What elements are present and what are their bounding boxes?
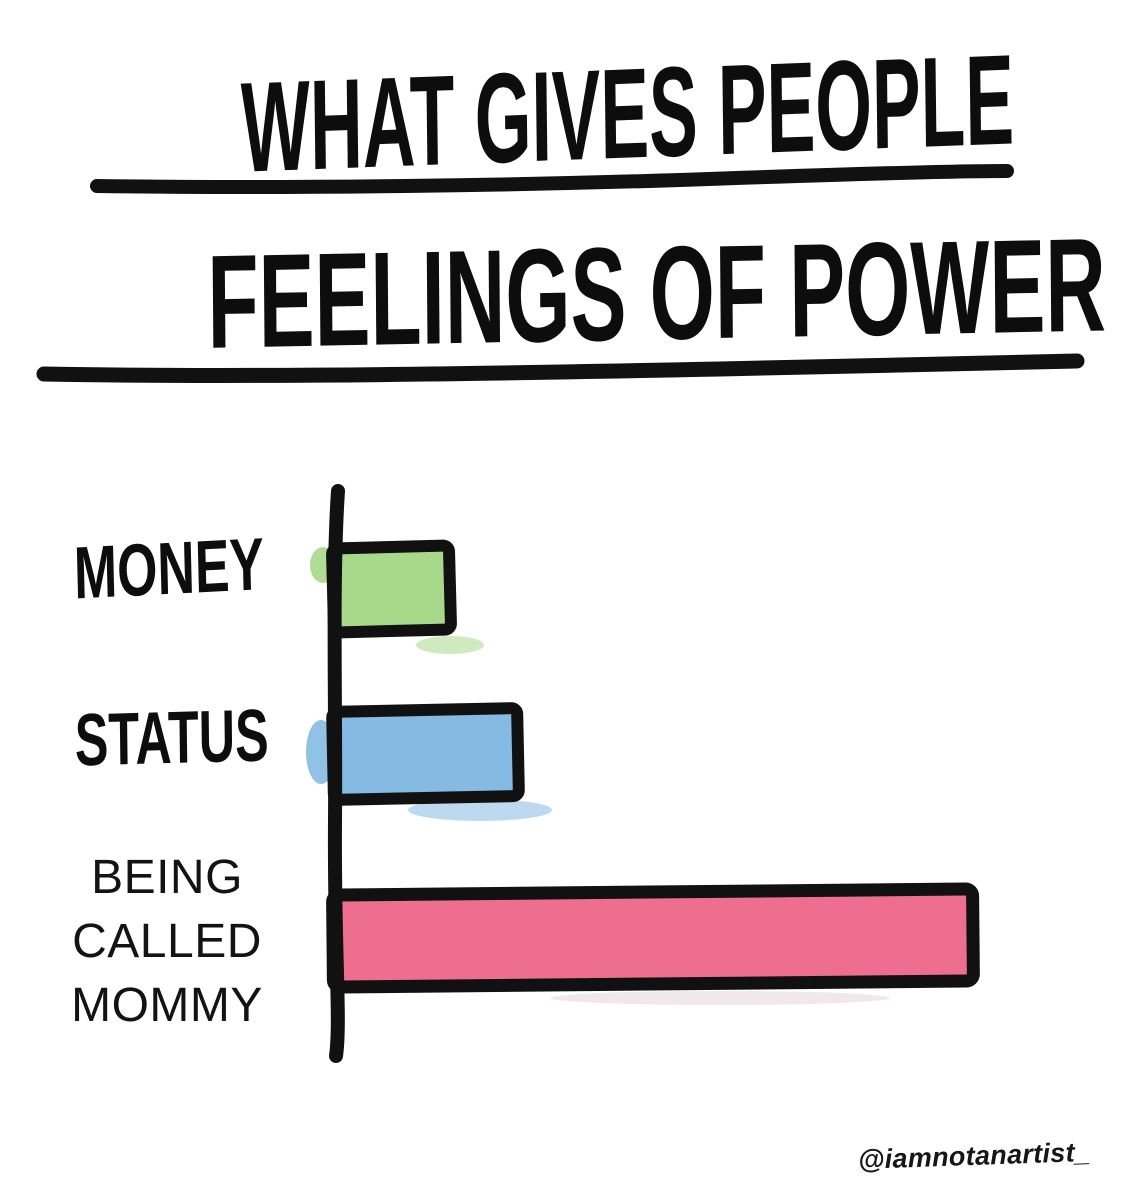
paint-shadow-blue: [408, 799, 552, 821]
label-status: STATUS: [74, 693, 270, 782]
y-axis: [327, 484, 345, 1063]
label-being-called-mommy: BEING CALLED MOMMY: [36, 846, 298, 1038]
bar-money: [326, 539, 457, 639]
bar-status: [326, 702, 525, 806]
chart-title-line-1: WHAT GIVES PEOPLE: [240, 28, 1014, 199]
label-mommy-line-3: MOMMY: [71, 979, 263, 1032]
chart-title-line-2: FEELINGS OF POWER: [207, 211, 1107, 376]
label-mommy-line-1: BEING: [91, 851, 243, 904]
bar-mommy: [326, 882, 980, 994]
label-mommy-line-2: CALLED: [72, 915, 262, 968]
title-underline-1: [90, 164, 1014, 195]
paint-shadow-green: [416, 636, 484, 654]
title-underline-2: [36, 353, 1085, 383]
paint-shadow-pink: [550, 991, 890, 1005]
chart-title-text-2: FEELINGS OF POWER: [206, 211, 1107, 377]
chart-title-text-1: WHAT GIVES PEOPLE: [240, 28, 1015, 200]
label-money: MONEY: [73, 522, 265, 615]
